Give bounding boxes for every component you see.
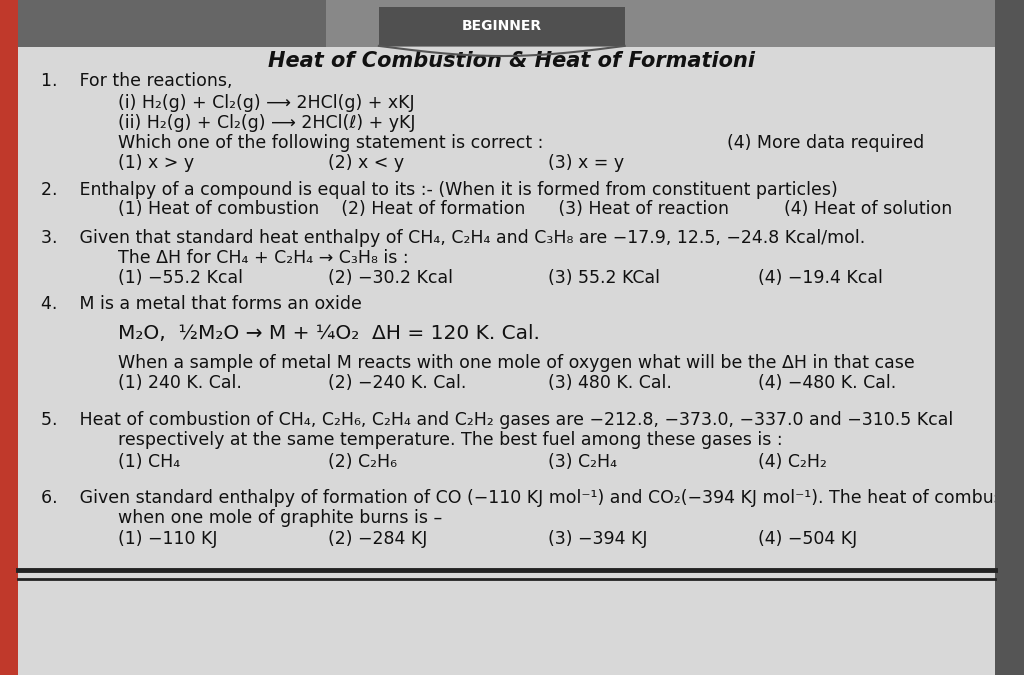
Text: (3) x = y: (3) x = y bbox=[548, 155, 624, 172]
Text: BEGINNER: BEGINNER bbox=[462, 19, 542, 32]
FancyBboxPatch shape bbox=[18, 0, 326, 47]
Text: 5.    Heat of combustion of CH₄, C₂H₆, C₂H₄ and C₂H₂ gases are −212.8, −373.0, −: 5. Heat of combustion of CH₄, C₂H₆, C₂H₄… bbox=[41, 411, 953, 429]
Text: (2) −284 KJ: (2) −284 KJ bbox=[328, 530, 427, 547]
Text: (3) −394 KJ: (3) −394 KJ bbox=[548, 530, 647, 547]
Text: (4) C₂H₂: (4) C₂H₂ bbox=[758, 453, 826, 470]
Text: 1.    For the reactions,: 1. For the reactions, bbox=[41, 72, 232, 90]
Text: (4) −19.4 Kcal: (4) −19.4 Kcal bbox=[758, 269, 883, 287]
Text: when one mole of graphite burns is –: when one mole of graphite burns is – bbox=[118, 510, 442, 527]
Text: (1) Heat of combustion    (2) Heat of formation      (3) Heat of reaction       : (1) Heat of combustion (2) Heat of forma… bbox=[118, 200, 952, 218]
Text: (2) −240 K. Cal.: (2) −240 K. Cal. bbox=[328, 375, 466, 392]
Text: (4) −504 KJ: (4) −504 KJ bbox=[758, 530, 857, 547]
Text: (3) 480 K. Cal.: (3) 480 K. Cal. bbox=[548, 375, 672, 392]
FancyBboxPatch shape bbox=[995, 0, 1024, 675]
Text: (2) −30.2 Kcal: (2) −30.2 Kcal bbox=[328, 269, 453, 287]
FancyBboxPatch shape bbox=[18, 0, 995, 47]
FancyBboxPatch shape bbox=[0, 0, 18, 675]
Text: When a sample of metal M reacts with one mole of oxygen what will be the ΔH in t: When a sample of metal M reacts with one… bbox=[118, 354, 914, 372]
Text: (ii) H₂(g) + Cl₂(g) ⟶ 2HCl(ℓ) + yKJ: (ii) H₂(g) + Cl₂(g) ⟶ 2HCl(ℓ) + yKJ bbox=[118, 114, 416, 132]
Text: (2) x < y: (2) x < y bbox=[328, 155, 403, 172]
Text: The ΔH for CH₄ + C₂H₄ → C₃H₈ is :: The ΔH for CH₄ + C₂H₄ → C₃H₈ is : bbox=[118, 249, 409, 267]
Text: (1) CH₄: (1) CH₄ bbox=[118, 453, 180, 470]
Text: 3.    Given that standard heat enthalpy of CH₄, C₂H₄ and C₃H₈ are −17.9, 12.5, −: 3. Given that standard heat enthalpy of … bbox=[41, 229, 865, 246]
Text: Heat of Combustion & Heat of Formationi: Heat of Combustion & Heat of Formationi bbox=[268, 51, 756, 71]
Text: respectively at the same temperature. The best fuel among these gases is :: respectively at the same temperature. Th… bbox=[118, 431, 782, 449]
FancyBboxPatch shape bbox=[379, 7, 625, 46]
Text: 2.    Enthalpy of a compound is equal to its :- (When it is formed from constitu: 2. Enthalpy of a compound is equal to it… bbox=[41, 182, 838, 199]
Text: (1) −55.2 Kcal: (1) −55.2 Kcal bbox=[118, 269, 243, 287]
Text: (2) C₂H₆: (2) C₂H₆ bbox=[328, 453, 396, 470]
Text: (i) H₂(g) + Cl₂(g) ⟶ 2HCl(g) + xKJ: (i) H₂(g) + Cl₂(g) ⟶ 2HCl(g) + xKJ bbox=[118, 94, 415, 111]
Text: (4) −480 K. Cal.: (4) −480 K. Cal. bbox=[758, 375, 896, 392]
Text: (1) x > y: (1) x > y bbox=[118, 155, 194, 172]
Text: M₂O,  ½M₂O → M + ¼O₂  ΔH = 120 K. Cal.: M₂O, ½M₂O → M + ¼O₂ ΔH = 120 K. Cal. bbox=[118, 324, 540, 343]
Text: 6.    Given standard enthalpy of formation of CO (−110 KJ mol⁻¹) and CO₂(−394 KJ: 6. Given standard enthalpy of formation … bbox=[41, 489, 1024, 507]
Text: (4) More data required: (4) More data required bbox=[727, 134, 925, 152]
Text: Which one of the following statement is correct :: Which one of the following statement is … bbox=[118, 134, 543, 152]
Text: (1) −110 KJ: (1) −110 KJ bbox=[118, 530, 217, 547]
Text: (1) 240 K. Cal.: (1) 240 K. Cal. bbox=[118, 375, 242, 392]
Text: (3) C₂H₄: (3) C₂H₄ bbox=[548, 453, 617, 470]
Text: 4.    M is a metal that forms an oxide: 4. M is a metal that forms an oxide bbox=[41, 295, 361, 313]
Text: (3) 55.2 KCal: (3) 55.2 KCal bbox=[548, 269, 659, 287]
